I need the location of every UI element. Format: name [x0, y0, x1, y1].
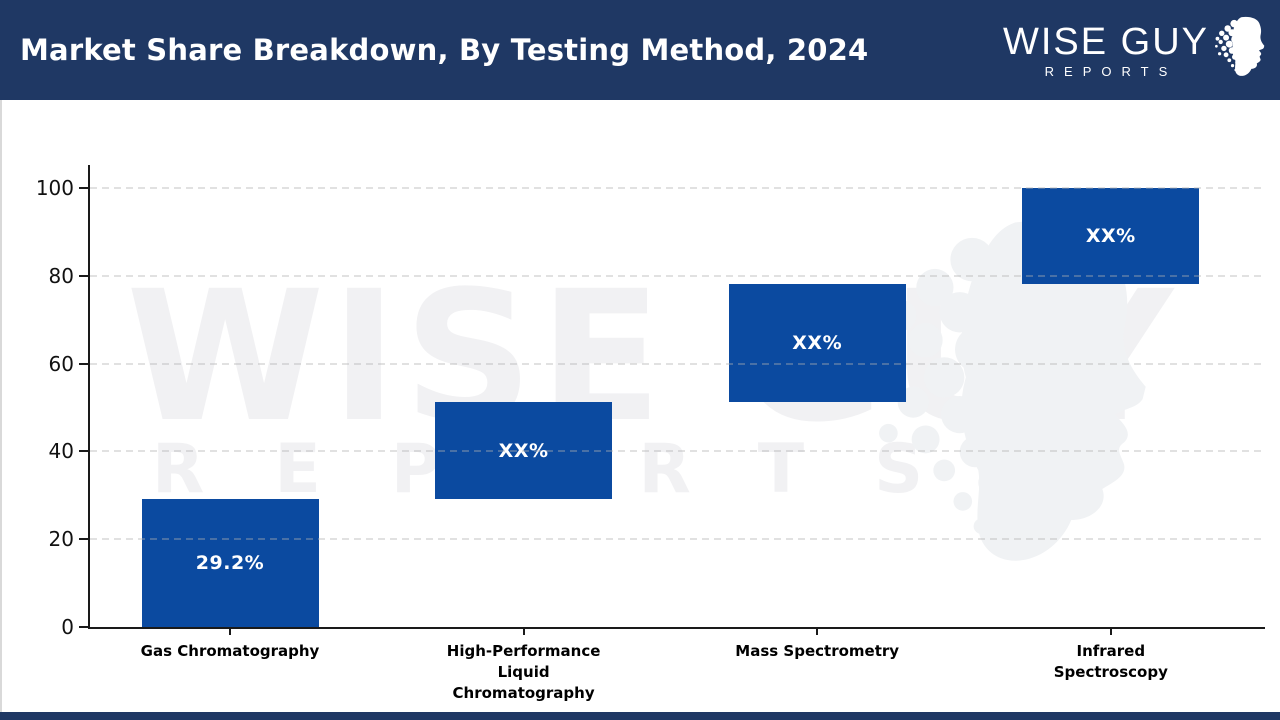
logo-text: WISE GUY REPORTS [1003, 23, 1209, 78]
x-category-label: Infrared Spectroscopy [1053, 642, 1168, 681]
x-tick-0 [229, 629, 231, 635]
logo-subtext: REPORTS [1044, 63, 1178, 79]
bar-value-label: XX% [1085, 224, 1136, 247]
y-tick-label-40: 40 [48, 439, 74, 464]
x-tick-3 [1109, 629, 1112, 635]
y-tick-label-80: 80 [48, 263, 74, 288]
y-tick-0 [79, 626, 88, 628]
y-tick-label-60: 60 [48, 351, 74, 376]
y-tick-80 [79, 274, 88, 277]
bar-segment: XX% [435, 402, 613, 499]
y-tick-label-100: 100 [35, 176, 74, 200]
logo-wordmark: WISE GUY [1002, 20, 1209, 63]
gridline-60 [90, 362, 1263, 365]
y-tick-label-0: 0 [61, 615, 74, 639]
wiseguy-face-icon [1212, 15, 1266, 85]
bar-value-label: 29.2% [195, 551, 265, 574]
gridline-20 [90, 538, 1263, 541]
x-category-label: High-Performance Liquid Chromatography [446, 642, 601, 702]
bar-value-label: XX% [792, 331, 843, 354]
bar-segment: 29.2% [141, 498, 319, 627]
wiseguy-logo: WISE GUY REPORTS [1003, 0, 1266, 100]
x-tick-2 [816, 629, 819, 635]
gridline-80 [90, 274, 1263, 277]
bar-segment: XX% [728, 283, 906, 403]
header-bar: Market Share Breakdown, By Testing Metho… [0, 0, 1280, 100]
y-tick-100 [79, 187, 88, 189]
gridline-100 [90, 187, 1263, 189]
y-tick-label-20: 20 [48, 527, 74, 552]
footer-bar [0, 712, 1280, 720]
gridline-40 [90, 450, 1263, 453]
bar-segment: XX% [1022, 188, 1200, 284]
bar-value-label: XX% [498, 439, 549, 462]
x-tick-1 [522, 629, 525, 635]
page-title: Market Share Breakdown, By Testing Metho… [20, 33, 869, 67]
y-tick-60 [79, 362, 88, 365]
left-edge-line [0, 100, 2, 712]
y-tick-20 [79, 538, 88, 541]
x-category-label: Gas Chromatography [140, 642, 320, 660]
x-category-label: Mass Spectrometry [735, 642, 900, 660]
y-tick-40 [79, 450, 88, 453]
